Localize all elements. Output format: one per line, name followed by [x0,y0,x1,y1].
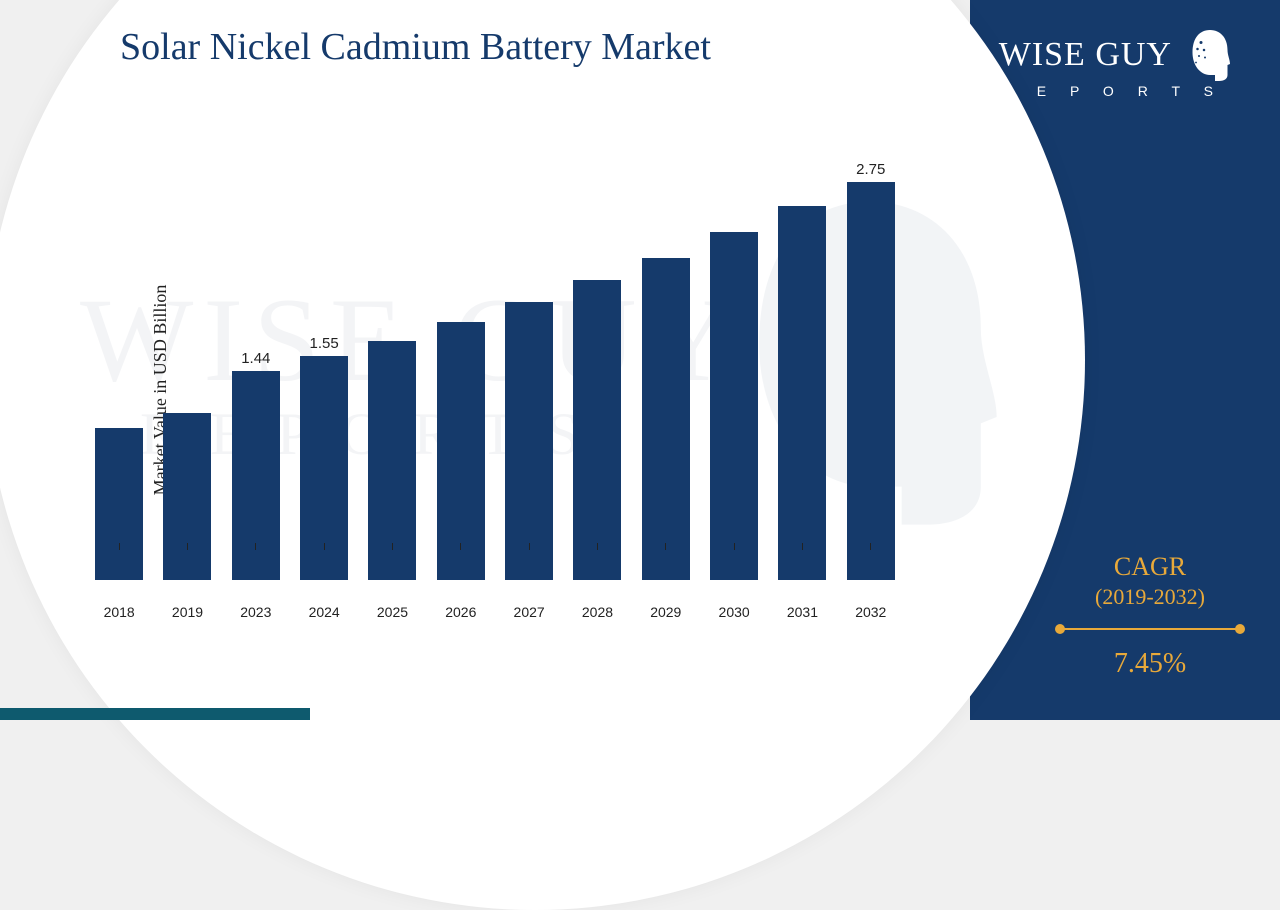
cagr-divider [1060,628,1240,630]
bar-wrap: 1.55 [300,356,348,580]
bar-wrap [95,428,143,580]
bar-value-label: 2.75 [856,161,885,178]
x-tick [734,543,735,550]
bar [778,206,826,580]
logo-main-text: WISE GUY [999,36,1172,74]
logo-sub-text: R E P O R T S [1003,83,1240,99]
x-axis-label: 2024 [300,604,348,620]
x-axis-label: 2027 [505,604,553,620]
x-axis-label: 2019 [163,604,211,620]
bar [710,232,758,580]
x-tick [119,543,120,550]
bar-wrap: 2.75 [847,182,895,580]
bar-wrap [368,341,416,580]
bottom-accent-bar [0,708,310,720]
x-axis-label: 2018 [95,604,143,620]
x-tick [665,543,666,550]
cagr-range: (2019-2032) [1060,584,1240,610]
bar [642,258,690,580]
x-tick [392,543,393,550]
x-labels-container: 2018 2019 2023 2024 2025 2026 2027 2028 2029 2030… [95,604,895,620]
chart-title: Solar Nickel Cadmium Battery Market [120,25,711,69]
x-tick [460,543,461,550]
bar [163,413,211,580]
brand-logo: WISE GUY R E P O R T S [999,25,1240,99]
x-axis-label: 2026 [437,604,485,620]
bar-value-label: 1.44 [241,350,270,367]
x-tick [870,543,871,550]
bar-value-label: 1.55 [310,335,339,352]
bar [505,302,553,580]
x-axis-label: 2031 [778,604,826,620]
x-axis-label: 2023 [232,604,280,620]
x-tick [255,543,256,550]
x-tick [529,543,530,550]
logo-head-icon [1180,25,1240,85]
bar-wrap [778,206,826,580]
cagr-title: CAGR [1060,552,1240,582]
x-axis-label: 2029 [642,604,690,620]
cagr-value: 7.45% [1060,648,1240,680]
bar-wrap [163,413,211,580]
bars-container: 1.44 1.55 2.75 [95,160,895,580]
x-axis-label: 2030 [710,604,758,620]
x-tick [597,543,598,550]
bar-wrap [710,232,758,580]
x-tick [187,543,188,550]
bar [847,182,895,580]
x-axis-label: 2032 [847,604,895,620]
x-axis-label: 2025 [368,604,416,620]
x-tick [802,543,803,550]
bar-wrap [573,280,621,580]
bar-chart: Market Value in USD Billion 1.441.552.75… [95,160,895,620]
bar-wrap: 1.44 [232,371,280,580]
cagr-info: CAGR (2019-2032) 7.45% [1060,552,1240,680]
bar [437,322,485,580]
bar-wrap [437,322,485,580]
bar-wrap [505,302,553,580]
bar [573,280,621,580]
bar [95,428,143,580]
x-axis-label: 2028 [573,604,621,620]
x-tick [324,543,325,550]
bar-wrap [642,258,690,580]
